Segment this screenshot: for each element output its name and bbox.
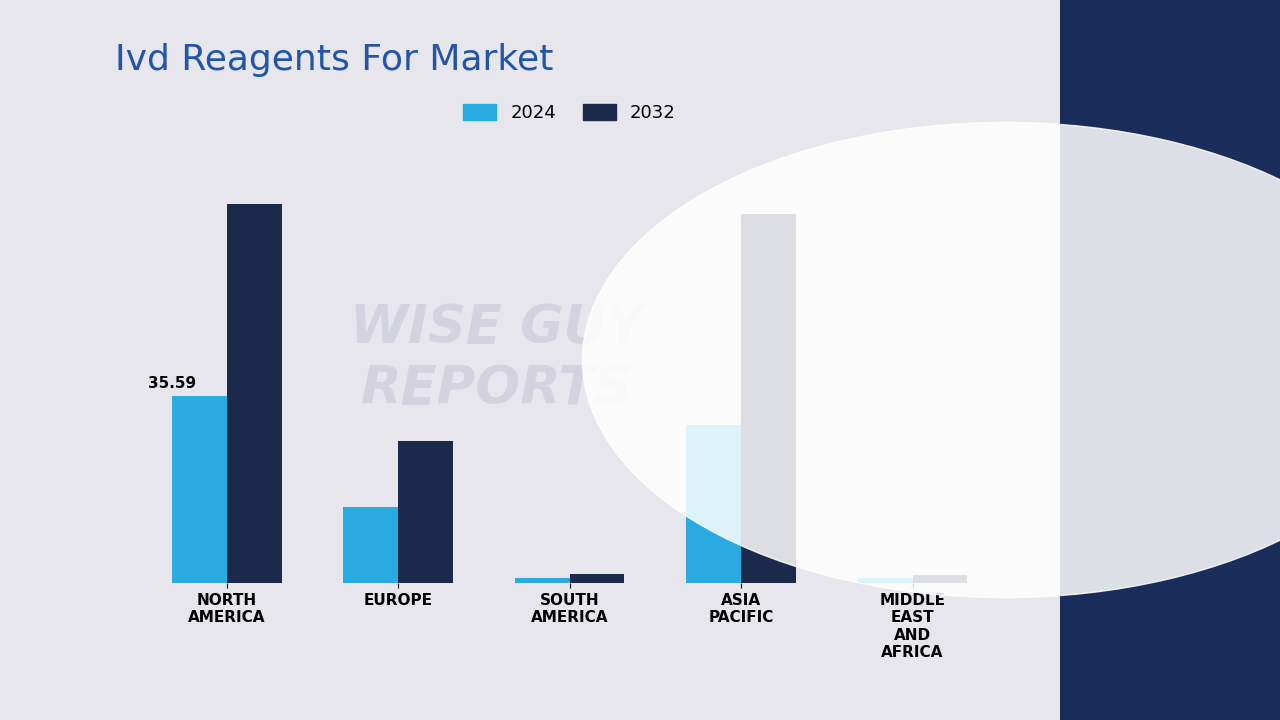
Text: WISE GUY
REPORTS: WISE GUY REPORTS [349,302,644,415]
Text: Ivd Reagents For Market: Ivd Reagents For Market [115,43,553,77]
Bar [227,204,282,583]
Text: 35.59: 35.59 [147,377,196,392]
Bar [515,578,570,583]
Legend: 2024, 2032: 2024, 2032 [463,104,676,122]
Bar [741,215,796,583]
Bar [686,425,741,583]
Bar [913,575,968,583]
Bar [570,574,625,583]
Bar [858,578,913,583]
Bar [343,507,398,583]
Bar [398,441,453,583]
Bar [172,396,227,583]
